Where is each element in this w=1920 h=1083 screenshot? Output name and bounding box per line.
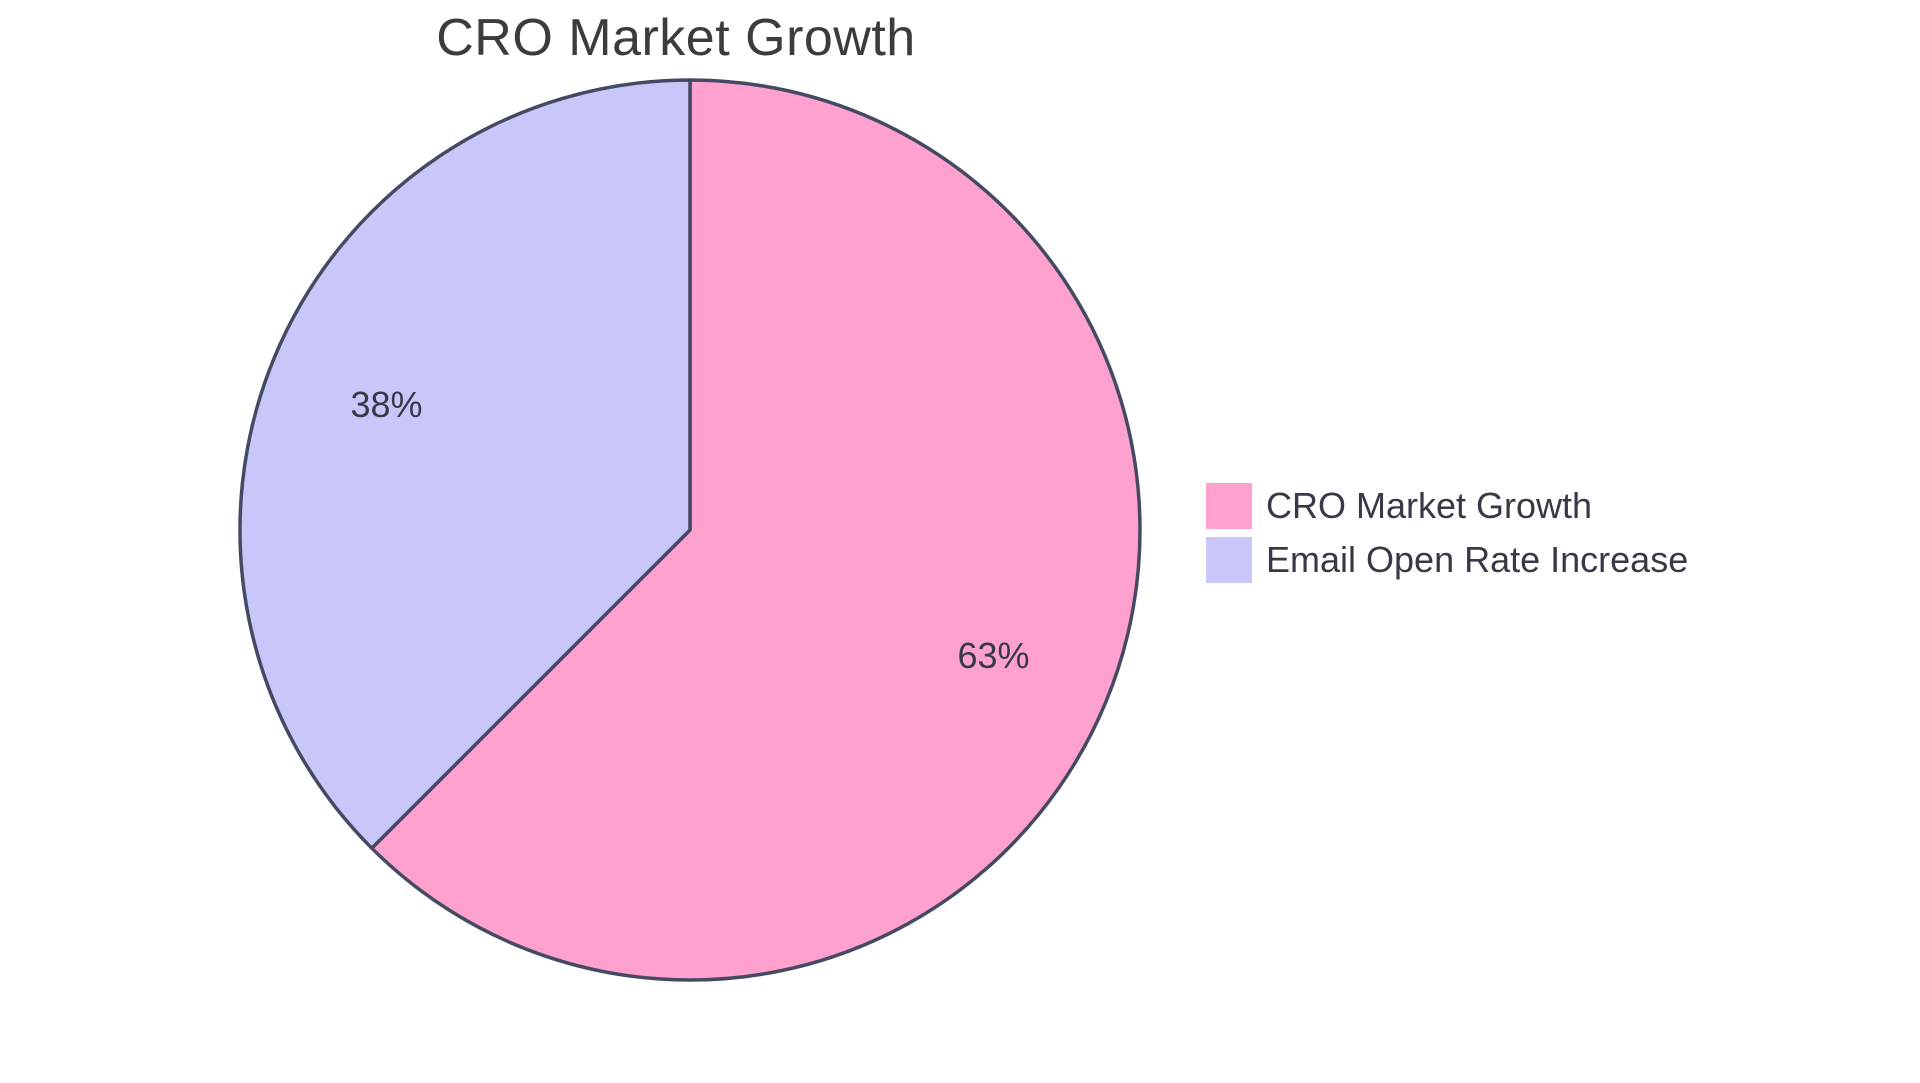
legend-label: CRO Market Growth	[1266, 485, 1593, 526]
chart-title: CRO Market Growth	[436, 9, 916, 67]
pie-slice-0[interactable]	[370, 78, 1142, 982]
legend-label: Email Open Rate Increase	[1266, 539, 1689, 580]
legend: CRO Market Growth Email Open Rate Increa…	[1206, 483, 1688, 583]
legend-item-cro-market-growth[interactable]: CRO Market Growth	[1206, 483, 1688, 529]
legend-swatch-email-open-rate-increase	[1206, 537, 1252, 583]
pie-slice-1[interactable]	[238, 78, 692, 850]
legend-item-email-open-rate-increase[interactable]: Email Open Rate Increase	[1206, 537, 1688, 583]
legend-swatch-cro-market-growth	[1206, 483, 1252, 529]
slice-percent-label-0: 63%	[957, 635, 1029, 676]
slice-percent-label-1: 38%	[350, 384, 422, 425]
